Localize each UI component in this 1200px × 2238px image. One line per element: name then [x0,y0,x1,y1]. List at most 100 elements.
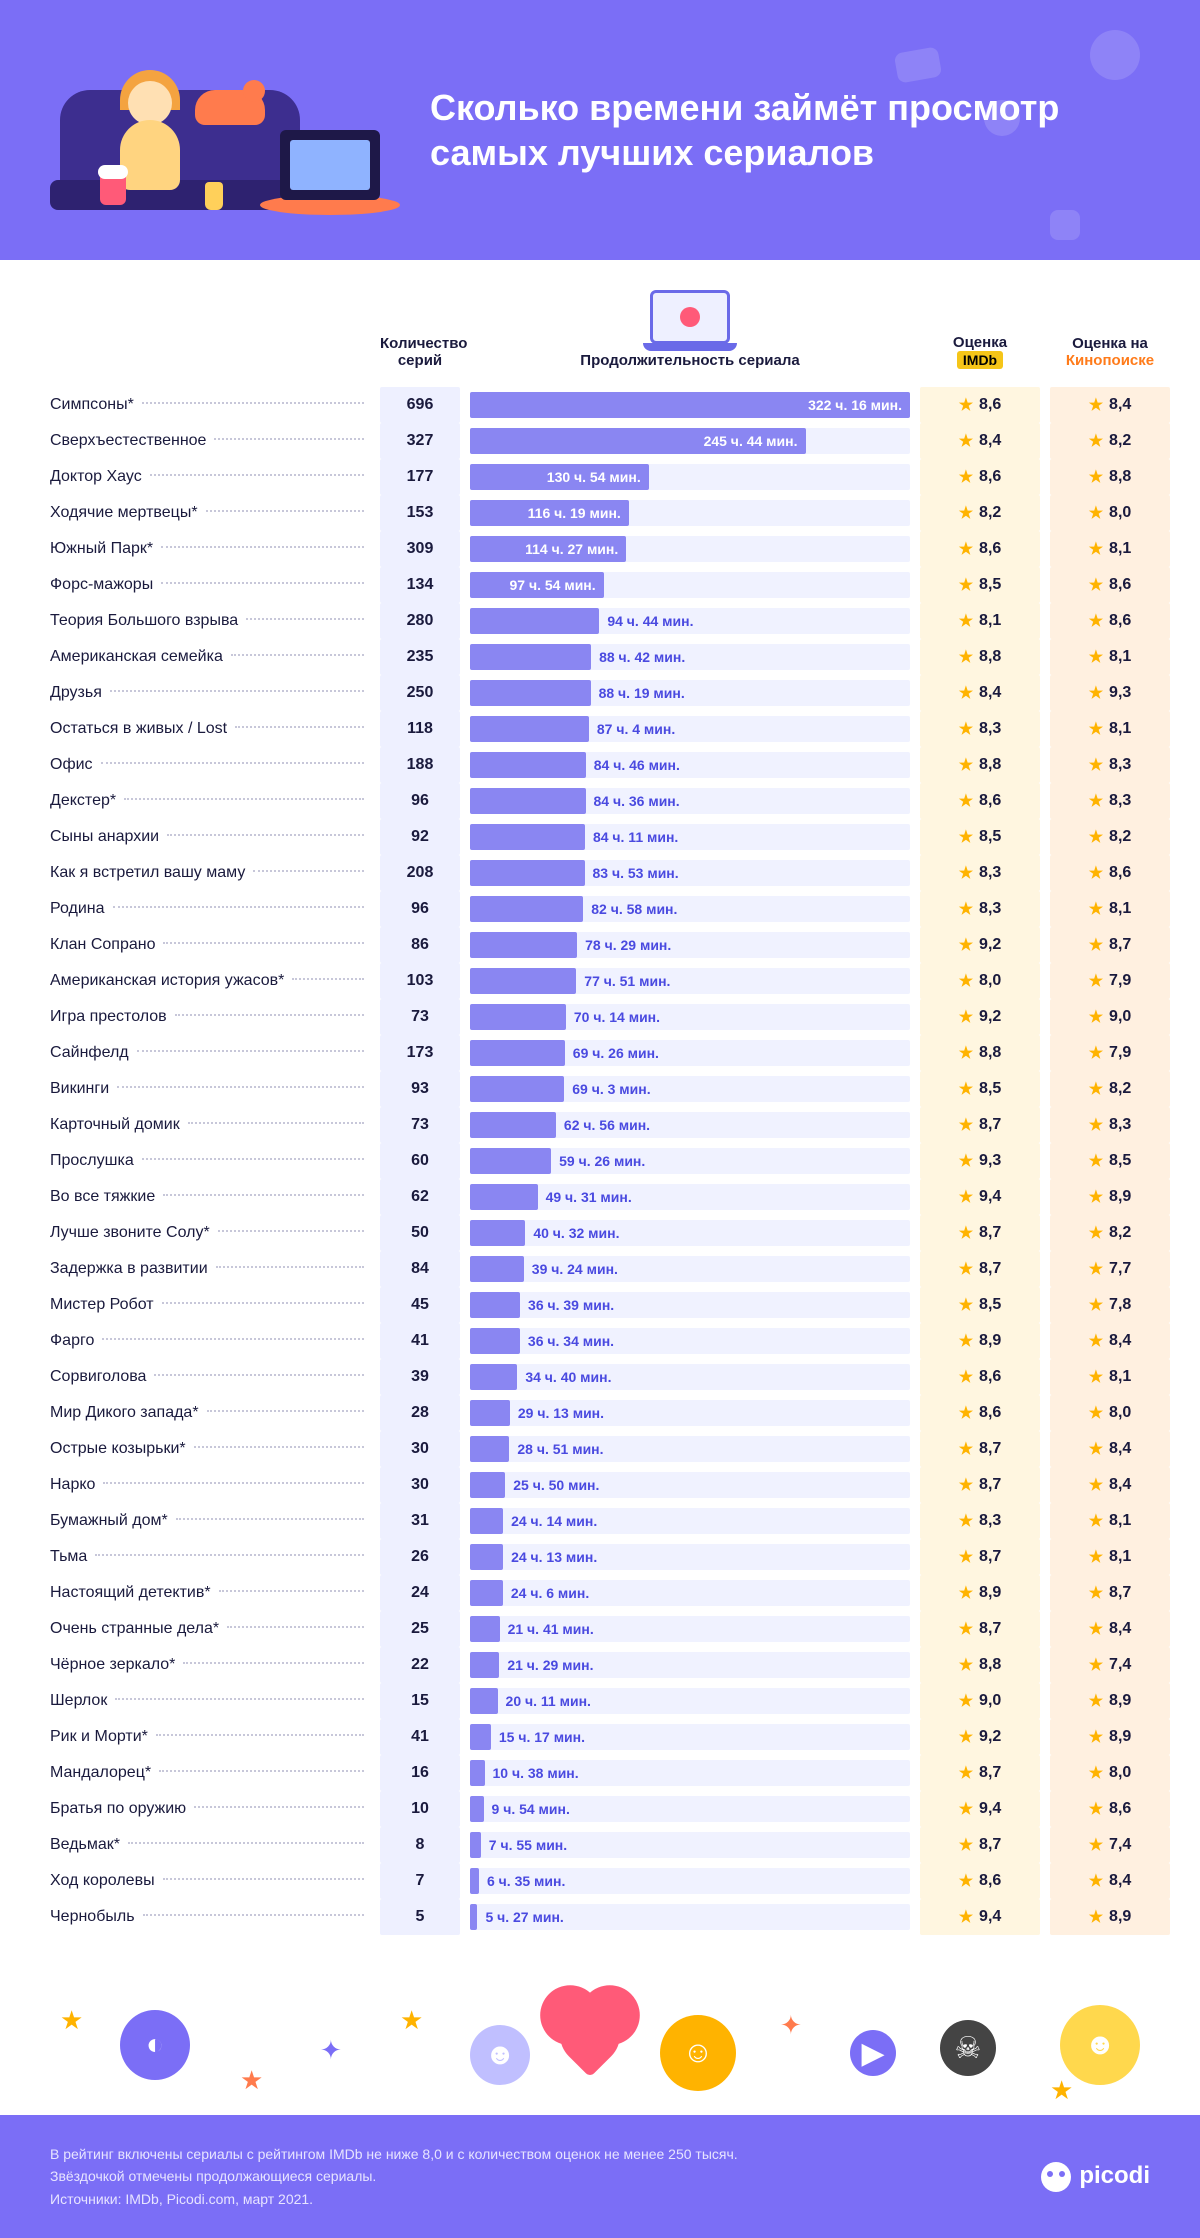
kinopoisk-rating-cell: ★8,9 [1050,1899,1170,1935]
star-icon: ★ [959,1259,973,1279]
dotted-leader [231,654,364,656]
imdb-rating: 8,8 [979,756,1001,774]
duration-bar-track: 21 ч. 29 мин. [470,1652,910,1678]
star-icon: ★ [1089,1835,1103,1855]
episodes-cell: 84 [380,1251,460,1287]
header-duration-label: Продолжительность сериала [580,352,799,369]
kinopoisk-rating-cell: ★8,1 [1050,1359,1170,1395]
star-icon: ★ [1089,467,1103,487]
star-icon: ★ [1089,683,1103,703]
duration-label: 7 ч. 55 мин. [481,1832,575,1858]
duration-bar-track: 21 ч. 41 мин. [470,1616,910,1642]
kinopoisk-rating-cell: ★8,3 [1050,1107,1170,1143]
star-icon: ★ [1089,1295,1103,1315]
imdb-rating: 8,8 [979,1656,1001,1674]
imdb-rating-cell: ★8,6 [920,783,1040,819]
footer: В рейтинг включены сериалы с рейтингом I… [0,2115,1200,2238]
show-name: Настоящий детектив* [50,1584,211,1602]
episodes-cell: 62 [380,1179,460,1215]
kinopoisk-rating-cell: ★8,6 [1050,855,1170,891]
show-name: Мистер Робот [50,1296,154,1314]
imdb-rating: 8,7 [979,1260,1001,1278]
star-icon: ★ [1089,1403,1103,1423]
header-duration: Продолжительность сериала [470,290,910,369]
duration-label: 84 ч. 11 мин. [585,824,686,850]
imdb-rating-cell: ★8,6 [920,459,1040,495]
duration-bar-track: 20 ч. 11 мин. [470,1688,910,1714]
duration-bar-fill [470,788,586,814]
duration-label: 6 ч. 35 мин. [479,1868,573,1894]
imdb-rating-cell: ★9,4 [920,1791,1040,1827]
kinopoisk-rating: 8,6 [1109,576,1131,594]
show-name: Братья по оружию [50,1800,186,1818]
show-name-cell: Настоящий детектив* [50,1584,370,1602]
imdb-rating: 9,0 [979,1692,1001,1710]
show-name-cell: Рик и Морти* [50,1728,370,1746]
imdb-rating: 8,3 [979,720,1001,738]
kinopoisk-rating-cell: ★8,1 [1050,531,1170,567]
episodes-cell: 10 [380,1791,460,1827]
show-name: Прослушка [50,1152,134,1170]
show-name-cell: Сыны анархии [50,828,370,846]
kinopoisk-rating: 8,7 [1109,936,1131,954]
table-row: Как я встретил вашу маму20883 ч. 53 мин.… [50,855,1150,891]
dotted-leader [253,870,364,872]
duration-bar-fill [470,1184,538,1210]
data-rows: Симпсоны*696322 ч. 16 мин.★8,6★8,4Сверхъ… [50,387,1150,1935]
episodes-cell: 30 [380,1467,460,1503]
duration-label: 94 ч. 44 мин. [599,608,701,634]
table-row: Игра престолов7370 ч. 14 мин.★9,2★9,0 [50,999,1150,1035]
dotted-leader [156,1734,364,1736]
star-icon: ★ [1089,827,1103,847]
show-name: Фарго [50,1332,94,1350]
play-icon: ▶ [850,2030,896,2076]
dotted-leader [194,1446,364,1448]
duration-label: 15 ч. 17 мин. [491,1724,593,1750]
duration-label: 97 ч. 54 мин. [470,572,604,598]
show-name: Нарко [50,1476,95,1494]
kinopoisk-rating: 8,4 [1109,1476,1131,1494]
duration-bar-fill [470,1256,524,1282]
kinopoisk-rating-cell: ★7,4 [1050,1827,1170,1863]
kinopoisk-rating-cell: ★8,4 [1050,1611,1170,1647]
episodes-cell: 22 [380,1647,460,1683]
episodes-cell: 26 [380,1539,460,1575]
duration-bar-fill [470,968,576,994]
duration-label: 34 ч. 40 мин. [517,1364,619,1390]
dotted-leader [115,1698,364,1700]
duration-bar-fill [470,1652,499,1678]
dotted-leader [176,1518,364,1520]
imdb-rating-cell: ★9,2 [920,999,1040,1035]
kinopoisk-rating-cell: ★7,4 [1050,1647,1170,1683]
star-icon: ★ [1089,719,1103,739]
imdb-rating: 9,3 [979,1152,1001,1170]
kinopoisk-rating: 7,9 [1109,972,1131,990]
star-icon: ★ [1089,791,1103,811]
duration-bar-track: 5 ч. 27 мин. [470,1904,910,1930]
episodes-cell: 60 [380,1143,460,1179]
star-icon: ★ [959,1079,973,1099]
show-name-cell: Нарко [50,1476,370,1494]
imdb-rating: 8,5 [979,1296,1001,1314]
show-name-cell: Очень странные дела* [50,1620,370,1638]
show-name-cell: Острые козырьки* [50,1440,370,1458]
duration-bar-track: 36 ч. 39 мин. [470,1292,910,1318]
episodes-cell: 235 [380,639,460,675]
skull-emoji-icon: ☠ [940,2020,996,2076]
popcorn-shape [100,173,126,205]
duration-bar-track: 62 ч. 56 мин. [470,1112,910,1138]
duration-label: 88 ч. 42 мин. [591,644,693,670]
kinopoisk-rating-cell: ★7,7 [1050,1251,1170,1287]
show-name: Ведьмак* [50,1836,120,1854]
kinopoisk-rating: 8,1 [1109,648,1131,666]
episodes-cell: 25 [380,1611,460,1647]
star-icon: ★ [959,1007,973,1027]
dotted-leader [137,1050,364,1052]
imdb-rating: 8,1 [979,612,1001,630]
duration-label: 5 ч. 27 мин. [477,1904,571,1930]
dotted-leader [150,474,364,476]
star-icon: ★ [1089,1727,1103,1747]
kinopoisk-rating-cell: ★8,9 [1050,1683,1170,1719]
show-name: Как я встретил вашу маму [50,864,245,882]
kinopoisk-rating-cell: ★8,1 [1050,639,1170,675]
